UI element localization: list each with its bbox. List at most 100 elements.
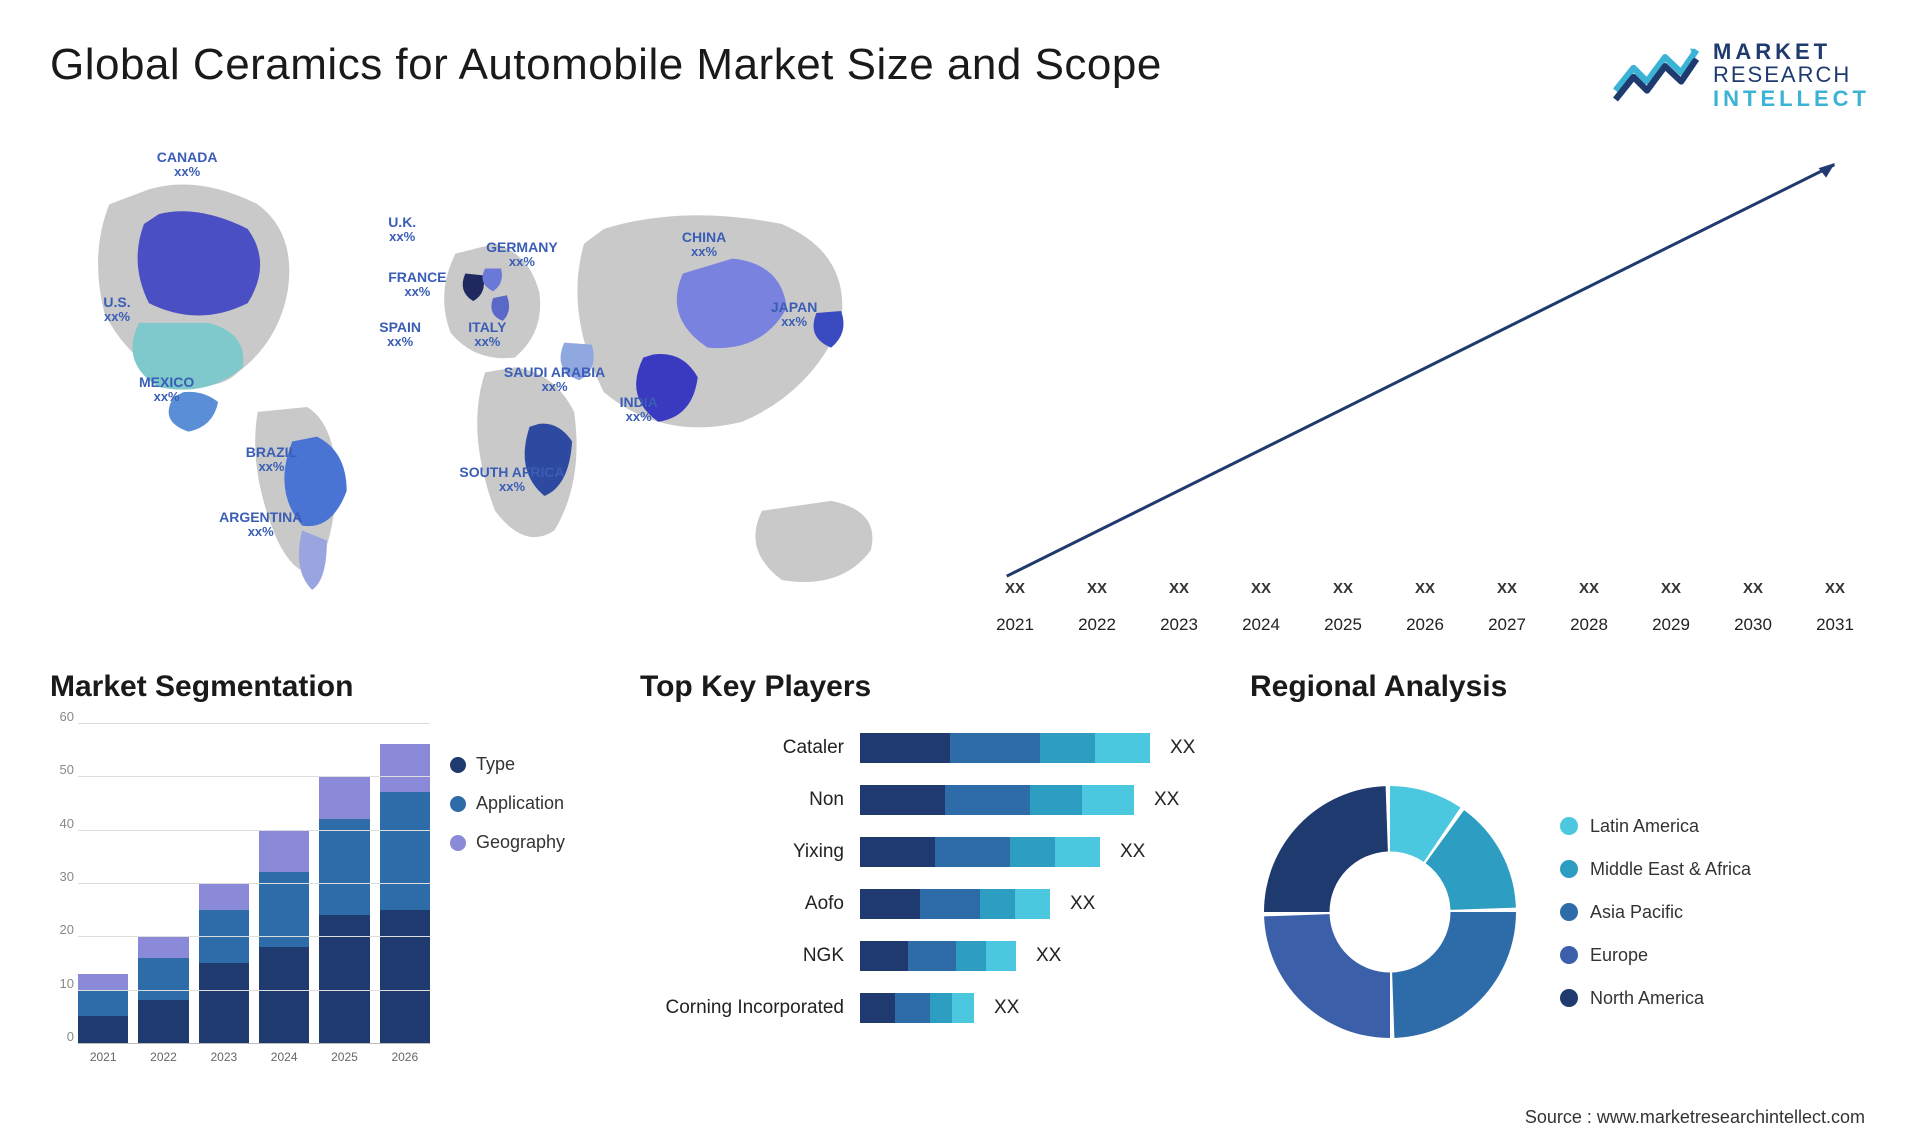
growth-xaxis-label: 2030 (1718, 615, 1788, 635)
seg-gridline (78, 883, 430, 884)
segmentation-chart: 202120222023202420252026 0102030405060 (50, 724, 430, 1064)
growth-xaxis-label: 2027 (1472, 615, 1542, 635)
growth-xaxis-label: 2026 (1390, 615, 1460, 635)
player-value: XX (1120, 841, 1145, 863)
growth-bar-label: XX (1169, 580, 1189, 597)
map-country-label: U.K.xx% (388, 215, 416, 245)
growth-xaxis-label: 2031 (1800, 615, 1870, 635)
player-row: Non XX (640, 780, 1220, 820)
seg-xaxis-label: 2023 (199, 1050, 249, 1064)
seg-xaxis-label: 2025 (319, 1050, 369, 1064)
player-bar (860, 837, 1100, 867)
logo-text-2: RESEARCH (1713, 63, 1870, 86)
map-country-label: U.S.xx% (103, 295, 130, 325)
logo-text-1: MARKET (1713, 40, 1870, 63)
seg-legend-item: Geography (450, 832, 610, 853)
player-name: Non (640, 789, 850, 811)
seg-bar (199, 883, 249, 1043)
seg-yaxis-label: 30 (50, 869, 74, 884)
growth-xaxis-label: 2024 (1226, 615, 1296, 635)
donut-slice (1264, 786, 1388, 912)
growth-xaxis-label: 2029 (1636, 615, 1706, 635)
legend-dot-icon (1560, 989, 1578, 1007)
growth-bar-label: XX (1251, 580, 1271, 597)
seg-gridline (78, 776, 430, 777)
regional-legend: Latin AmericaMiddle East & AfricaAsia Pa… (1560, 816, 1751, 1009)
growth-bar-label: XX (1087, 580, 1107, 597)
world-map-panel: CANADAxx%U.S.xx%MEXICOxx%BRAZILxx%ARGENT… (50, 135, 940, 635)
legend-dot-icon (1560, 903, 1578, 921)
player-value: XX (1070, 893, 1095, 915)
map-country-label: ARGENTINAxx% (219, 510, 302, 540)
regional-title: Regional Analysis (1250, 670, 1870, 704)
seg-yaxis-label: 50 (50, 762, 74, 777)
seg-gridline (78, 723, 430, 724)
map-country-label: SOUTH AFRICAxx% (459, 465, 564, 495)
seg-legend-item: Application (450, 793, 610, 814)
logo-mark-icon (1611, 40, 1701, 110)
region-legend-item: Europe (1560, 945, 1751, 966)
regional-panel: Regional Analysis Latin America Middle Ea… (1250, 670, 1870, 1100)
map-country-label: SPAINxx% (379, 320, 421, 350)
legend-dot-icon (450, 835, 466, 851)
growth-xaxis-label: 2025 (1308, 615, 1378, 635)
player-value: XX (1036, 945, 1061, 967)
player-name: Corning Incorporated (640, 997, 850, 1019)
brand-logo: MARKET RESEARCH INTELLECT (1611, 40, 1870, 110)
player-row: CatalerXX (640, 728, 1220, 768)
map-country-label: ITALYxx% (468, 320, 506, 350)
player-bar (860, 785, 1134, 815)
seg-yaxis-label: 40 (50, 816, 74, 831)
growth-bar-label: XX (1579, 580, 1599, 597)
growth-xaxis-label: 2022 (1062, 615, 1132, 635)
seg-yaxis-label: 20 (50, 922, 74, 937)
seg-bar (380, 744, 430, 1043)
legend-dot-icon (1560, 817, 1578, 835)
donut-slice (1392, 912, 1516, 1038)
legend-dot-icon (450, 796, 466, 812)
seg-gridline (78, 990, 430, 991)
seg-xaxis-label: 2024 (259, 1050, 309, 1064)
player-value: XX (994, 997, 1019, 1019)
growth-bar-label: XX (1333, 580, 1353, 597)
region-legend-item: North America (1560, 988, 1751, 1009)
seg-legend-item: Type (450, 754, 610, 775)
player-bar (860, 889, 1050, 919)
map-country-label: JAPANxx% (771, 300, 817, 330)
seg-yaxis-label: 0 (50, 1029, 74, 1044)
player-value: XX (1154, 789, 1179, 811)
seg-gridline (78, 830, 430, 831)
seg-xaxis-label: 2021 (78, 1050, 128, 1064)
player-bar (860, 993, 974, 1023)
logo-text-3: INTELLECT (1713, 87, 1870, 110)
regional-donut-chart (1250, 772, 1530, 1052)
seg-gridline (78, 936, 430, 937)
segmentation-legend: Type Application Geography (450, 724, 610, 1100)
legend-label: North America (1590, 988, 1704, 1009)
player-value: XX (1170, 737, 1195, 759)
map-country-label: BRAZILxx% (246, 445, 297, 475)
seg-xaxis-label: 2026 (380, 1050, 430, 1064)
growth-bar-label: XX (1825, 580, 1845, 597)
map-country-label: SAUDI ARABIAxx% (504, 365, 605, 395)
seg-xaxis-label: 2022 (138, 1050, 188, 1064)
legend-dot-icon (450, 757, 466, 773)
legend-label: Latin America (1590, 816, 1699, 837)
player-name: Aofo (640, 893, 850, 915)
growth-bar-label: XX (1005, 580, 1025, 597)
map-country-label: FRANCExx% (388, 270, 446, 300)
growth-bar-label: XX (1661, 580, 1681, 597)
source-attribution: Source : www.marketresearchintellect.com (1525, 1107, 1865, 1128)
legend-dot-icon (1560, 946, 1578, 964)
player-bar (860, 941, 1016, 971)
map-country-label: CANADAxx% (157, 150, 218, 180)
legend-label: Middle East & Africa (1590, 859, 1751, 880)
legend-label: Europe (1590, 945, 1648, 966)
player-row: NGKXX (640, 936, 1220, 976)
seg-yaxis-label: 60 (50, 709, 74, 724)
growth-xaxis-label: 2028 (1554, 615, 1624, 635)
seg-bar (319, 776, 369, 1043)
map-country-label: GERMANYxx% (486, 240, 558, 270)
growth-bar-label: XX (1743, 580, 1763, 597)
growth-xaxis-label: 2023 (1144, 615, 1214, 635)
